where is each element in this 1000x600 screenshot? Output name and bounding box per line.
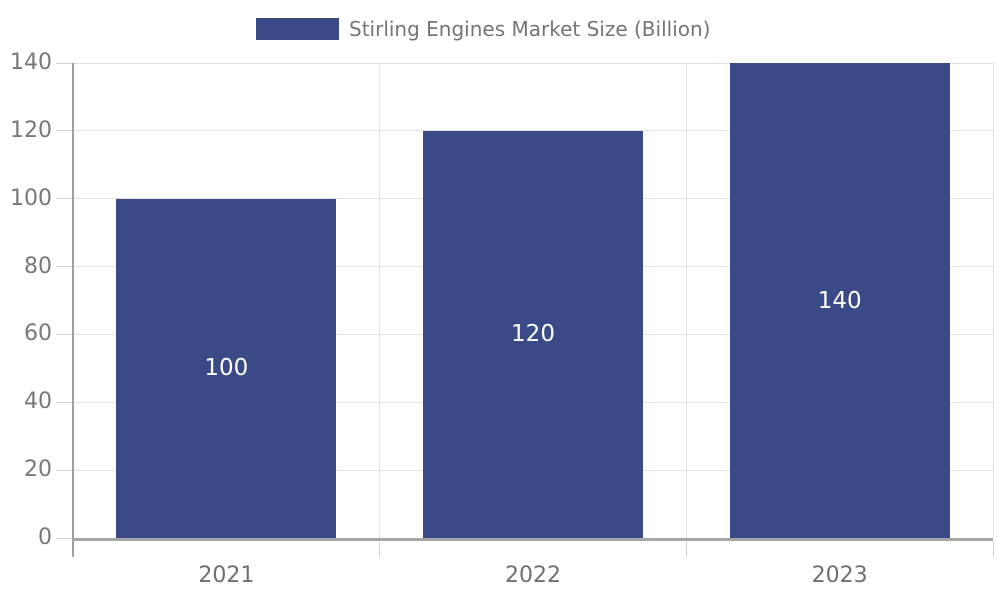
- legend-swatch: [256, 18, 339, 40]
- x-tick-mark: [685, 541, 687, 557]
- gridline-vertical: [685, 63, 687, 538]
- y-tick-label: 60: [24, 321, 52, 347]
- y-tick-mark: [56, 401, 73, 403]
- bar-value-label: 100: [204, 355, 249, 382]
- y-tick-mark: [56, 333, 73, 335]
- y-tick-label: 40: [24, 389, 52, 415]
- y-axis-line: [72, 63, 74, 557]
- y-tick-mark: [56, 198, 73, 200]
- y-tick-mark: [56, 469, 73, 471]
- bar[interactable]: [116, 198, 337, 538]
- gridline-vertical: [992, 63, 994, 538]
- legend-label: Stirling Engines Market Size (Billion): [349, 17, 711, 41]
- x-tick-label: 2023: [811, 563, 868, 588]
- y-tick-label: 0: [38, 525, 52, 550]
- x-tick-label: 2021: [198, 563, 255, 588]
- x-tick-label: 2022: [505, 563, 561, 588]
- x-axis-line: [73, 538, 993, 541]
- y-tick-mark: [56, 130, 73, 132]
- y-tick-label: 20: [24, 457, 52, 483]
- gridline-vertical: [379, 63, 381, 538]
- y-tick-label: 100: [10, 185, 52, 211]
- y-tick-mark: [56, 62, 73, 64]
- gridline-horizontal: [73, 62, 993, 64]
- y-tick-label: 140: [10, 50, 52, 75]
- y-tick-label: 120: [10, 117, 52, 143]
- y-tick-label: 80: [24, 253, 52, 279]
- x-tick-mark: [379, 541, 381, 557]
- bar[interactable]: [729, 63, 950, 538]
- legend-item[interactable]: Stirling Engines Market Size (Billion): [256, 17, 710, 41]
- bar-value-label: 140: [817, 287, 862, 314]
- x-tick-mark: [992, 541, 994, 557]
- bar[interactable]: [423, 130, 643, 538]
- y-tick-mark: [56, 537, 73, 539]
- bar-value-label: 120: [511, 321, 555, 348]
- y-tick-mark: [56, 266, 73, 268]
